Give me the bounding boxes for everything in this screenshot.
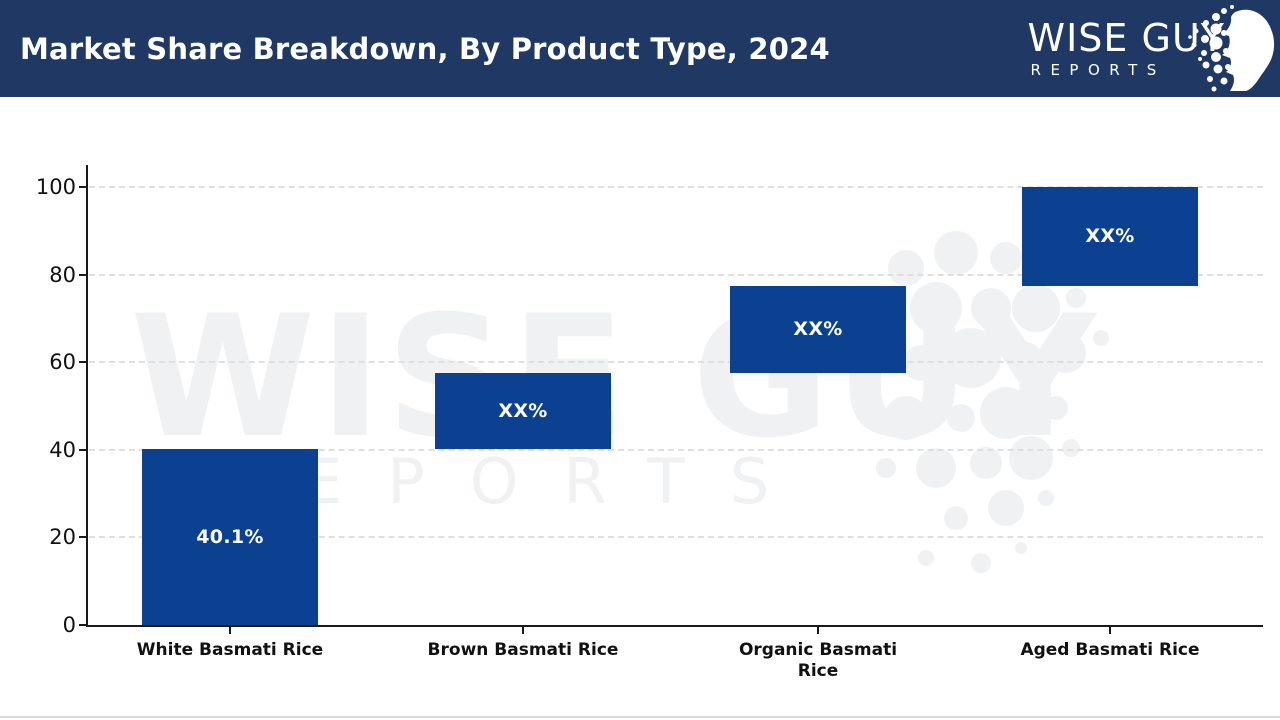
x-tick	[229, 627, 231, 634]
bottom-border	[0, 716, 1280, 718]
x-category-label: Brown Basmati Rice	[427, 640, 619, 660]
x-tick	[522, 627, 524, 634]
x-category-label: Organic Basmati Rice	[738, 640, 898, 682]
gridline	[89, 273, 1263, 276]
bar-value-label: 40.1%	[196, 526, 264, 549]
y-tick	[79, 186, 88, 188]
wiseguy-logo: WISE GUY REPORTS	[1028, 4, 1276, 93]
bar-value-label: XX%	[1085, 225, 1135, 248]
bar-value-label: XX%	[498, 400, 548, 423]
x-category-label: White Basmati Rice	[136, 640, 324, 660]
y-tick-label: 40	[49, 437, 76, 462]
bar: XX%	[730, 285, 906, 373]
x-tick	[817, 627, 819, 634]
page-title: Market Share Breakdown, By Product Type,…	[20, 31, 830, 66]
bar-value-label: XX%	[793, 318, 843, 341]
bar: XX%	[435, 372, 611, 450]
wiseguy-face-icon	[1188, 4, 1275, 91]
y-tick-label: 20	[49, 525, 76, 550]
bar: XX%	[1022, 187, 1198, 286]
gridline	[89, 361, 1263, 364]
y-axis-line	[86, 165, 88, 627]
y-tick-label: 80	[49, 262, 76, 287]
gridline	[89, 536, 1263, 539]
y-tick-label: 60	[49, 350, 76, 375]
header: Market Share Breakdown, By Product Type,…	[0, 0, 1280, 97]
x-tick	[1109, 627, 1111, 634]
y-tick	[79, 273, 88, 276]
bar: 40.1%	[142, 449, 318, 625]
x-axis-line	[86, 625, 1263, 627]
y-tick-label: 100	[35, 175, 76, 199]
y-tick	[79, 448, 88, 451]
y-tick	[79, 624, 88, 626]
gridline	[89, 448, 1263, 451]
logo-line2: REPORTS	[1030, 60, 1166, 79]
watermark-line1: WISE GUY	[130, 279, 1101, 475]
x-category-label: Aged Basmati Rice	[1020, 640, 1200, 660]
y-tick-label: 0	[62, 613, 76, 637]
gridline	[89, 186, 1263, 188]
y-tick	[79, 536, 88, 539]
y-tick	[79, 361, 88, 364]
